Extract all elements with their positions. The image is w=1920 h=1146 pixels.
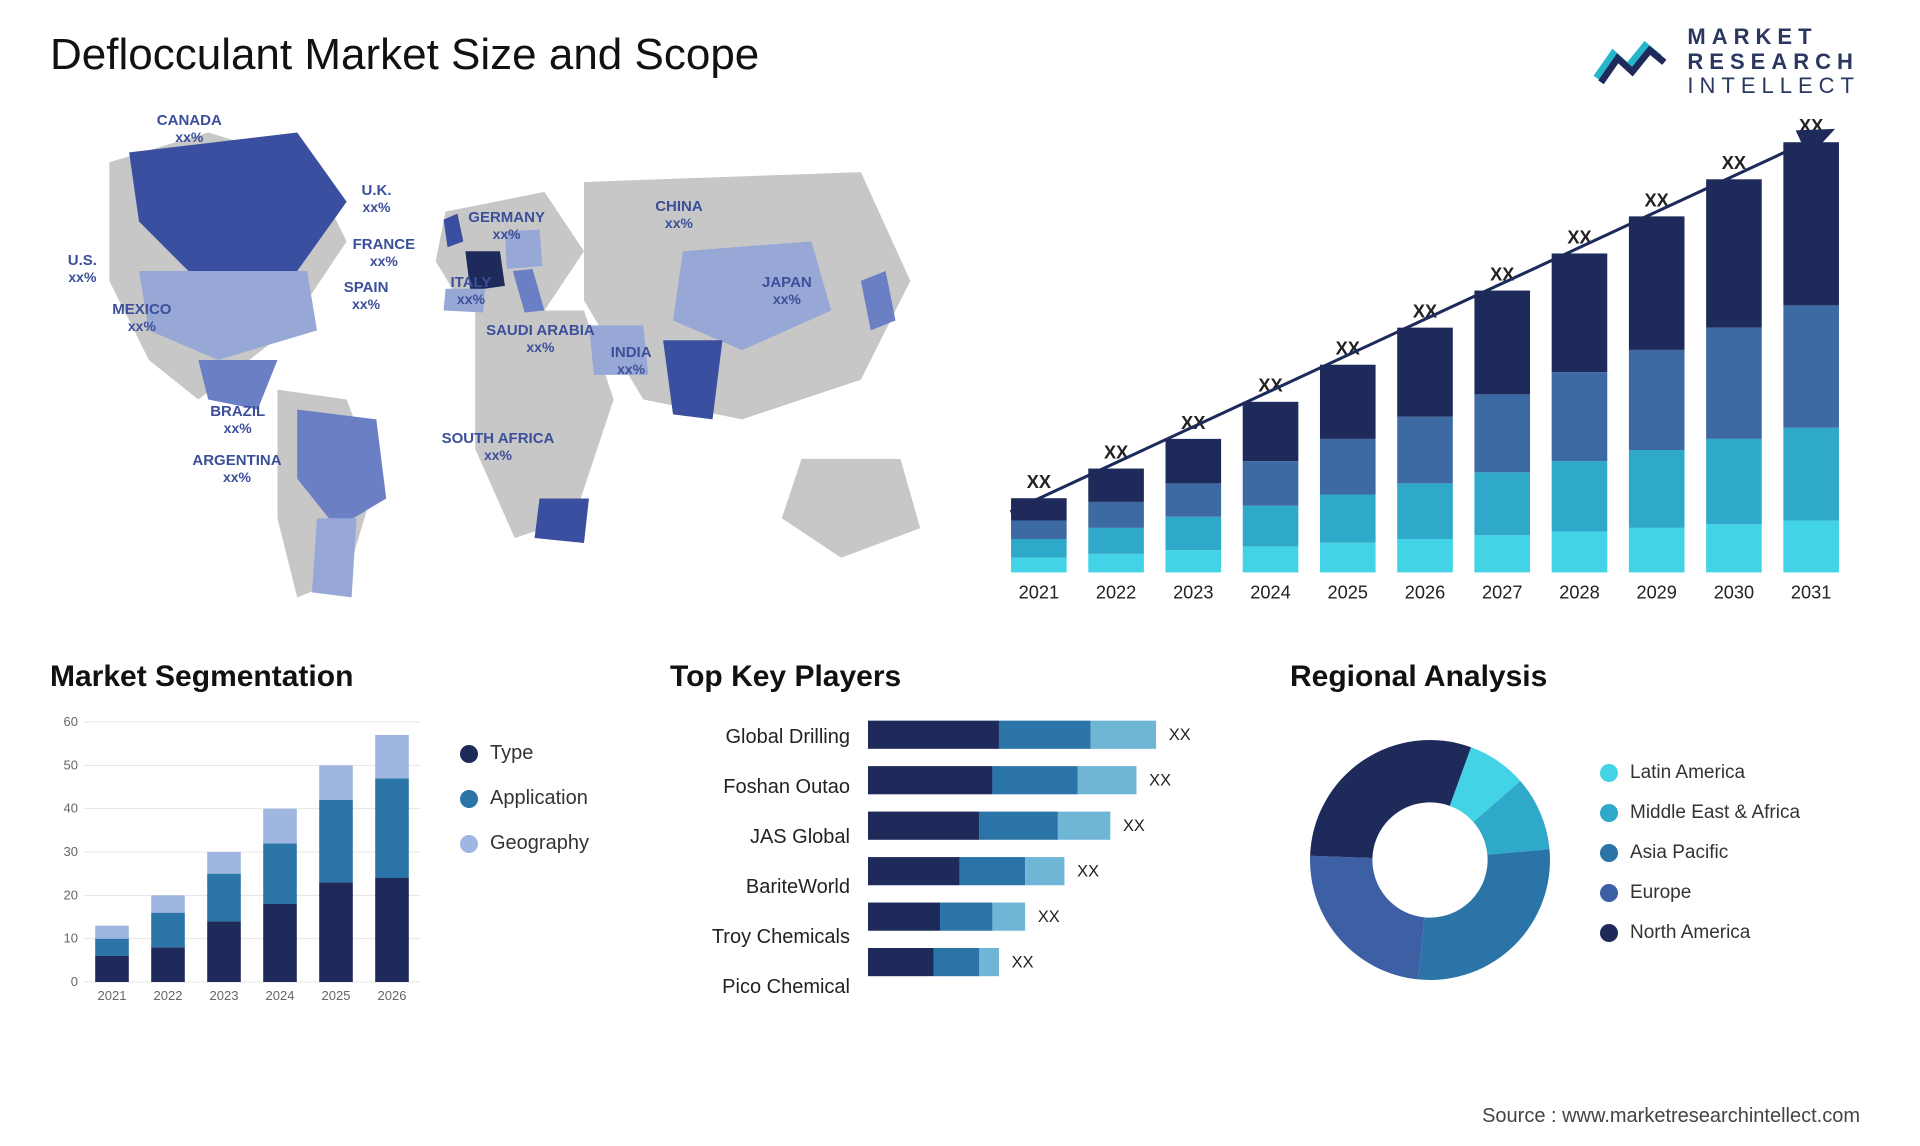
svg-text:XX: XX	[1722, 153, 1746, 173]
world-map-panel: CANADAxx% U.S.xx% MEXICOxx% BRAZILxx% ARGENT…	[50, 90, 940, 630]
legend-item: Type	[460, 742, 630, 765]
svg-text:XX: XX	[1012, 954, 1034, 972]
map-label: INDIAxx%	[611, 344, 652, 377]
svg-text:2024: 2024	[1250, 583, 1290, 603]
svg-text:60: 60	[64, 714, 78, 729]
player-label: Troy Chemicals	[670, 926, 850, 949]
svg-text:20: 20	[64, 887, 78, 902]
legend-item: Middle East & Africa	[1600, 802, 1870, 824]
brand-logo: MARKET RESEARCH INTELLECT	[1593, 25, 1860, 99]
map-label: SAUDI ARABIAxx%	[486, 322, 595, 355]
legend-item: Latin America	[1600, 762, 1870, 784]
players-labels: Global Drilling Foshan Outao JAS Global Bar…	[670, 712, 850, 1012]
players-chart-svg: XX XX XX XX XX XX	[868, 712, 1250, 985]
world-map-svg	[50, 90, 940, 630]
player-label: Foshan Outao	[670, 776, 850, 799]
legend-item: North America	[1600, 922, 1870, 944]
map-label: FRANCExx%	[353, 236, 416, 269]
regional-title: Regional Analysis	[1290, 660, 1870, 694]
map-label: MEXICOxx%	[112, 301, 171, 334]
player-label: Global Drilling	[670, 726, 850, 749]
svg-text:2028: 2028	[1559, 583, 1599, 603]
player-label: BariteWorld	[670, 876, 850, 899]
regional-legend: Latin America Middle East & Africa Asia Pa…	[1600, 762, 1870, 962]
map-label: JAPANxx%	[762, 274, 812, 307]
svg-text:2022: 2022	[1096, 583, 1136, 603]
map-label: U.K.xx%	[362, 182, 392, 215]
svg-text:0: 0	[71, 974, 78, 989]
trend-chart-svg: XX2021XX2022XX2023XX2024XX2025XX2026XX20…	[980, 90, 1870, 630]
svg-text:XX: XX	[1490, 264, 1514, 284]
svg-text:10: 10	[64, 931, 78, 946]
player-label: Pico Chemical	[670, 976, 850, 999]
regional-donut-svg	[1290, 720, 1570, 1000]
segmentation-legend: Type Application Geography	[460, 712, 630, 1012]
svg-text:2026: 2026	[378, 988, 407, 1003]
svg-text:2027: 2027	[1482, 583, 1522, 603]
players-section: Top Key Players Global Drilling Foshan Ou…	[670, 660, 1250, 1050]
legend-item: Geography	[460, 832, 630, 855]
svg-text:2025: 2025	[1328, 583, 1368, 603]
segmentation-chart-svg: 0 10 20 30 40 50 60 2021 2022 2023 2024 2025 2026	[50, 712, 430, 1012]
legend-item: Europe	[1600, 882, 1870, 904]
regional-section: Regional Analysis Latin America Middle Ea…	[1290, 660, 1870, 1050]
svg-text:40: 40	[64, 801, 78, 816]
logo-line1: MARKET	[1687, 25, 1860, 50]
map-label: BRAZILxx%	[210, 403, 265, 436]
trend-chart-panel: XX2021XX2022XX2023XX2024XX2025XX2026XX20…	[980, 90, 1870, 630]
svg-text:2029: 2029	[1636, 583, 1676, 603]
svg-text:2026: 2026	[1405, 583, 1445, 603]
source-text: Source : www.marketresearchintellect.com	[1482, 1105, 1860, 1128]
map-label: ITALYxx%	[451, 274, 492, 307]
svg-text:2023: 2023	[210, 988, 239, 1003]
players-title: Top Key Players	[670, 660, 1250, 694]
segmentation-title: Market Segmentation	[50, 660, 630, 694]
svg-text:2024: 2024	[266, 988, 295, 1003]
logo-mark-icon	[1593, 29, 1673, 94]
svg-text:XX: XX	[1169, 726, 1191, 744]
svg-text:XX: XX	[1038, 908, 1060, 926]
svg-text:XX: XX	[1149, 772, 1171, 790]
svg-text:50: 50	[64, 757, 78, 772]
map-label: SPAINxx%	[344, 279, 389, 312]
svg-text:XX: XX	[1123, 817, 1145, 835]
svg-text:30: 30	[64, 844, 78, 859]
map-label: SOUTH AFRICAxx%	[442, 430, 555, 463]
logo-line2: RESEARCH	[1687, 50, 1860, 75]
svg-text:XX: XX	[1799, 116, 1823, 136]
map-label: U.S.xx%	[68, 252, 97, 285]
map-label: GERMANYxx%	[468, 209, 545, 242]
svg-text:2022: 2022	[154, 988, 183, 1003]
svg-text:2023: 2023	[1173, 583, 1213, 603]
map-label: ARGENTINAxx%	[192, 452, 281, 485]
svg-text:2030: 2030	[1714, 583, 1754, 603]
svg-text:2025: 2025	[322, 988, 351, 1003]
map-label: CHINAxx%	[655, 198, 703, 231]
svg-text:XX: XX	[1077, 863, 1099, 881]
svg-text:XX: XX	[1027, 472, 1051, 492]
player-label: JAS Global	[670, 826, 850, 849]
svg-text:2021: 2021	[1019, 583, 1059, 603]
svg-text:2021: 2021	[98, 988, 127, 1003]
legend-item: Asia Pacific	[1600, 842, 1870, 864]
segmentation-section: Market Segmentation 0 10 20 30 40 50 60 2021 202…	[50, 660, 630, 1050]
svg-text:2031: 2031	[1791, 583, 1831, 603]
legend-item: Application	[460, 787, 630, 810]
map-label: CANADAxx%	[157, 112, 222, 145]
